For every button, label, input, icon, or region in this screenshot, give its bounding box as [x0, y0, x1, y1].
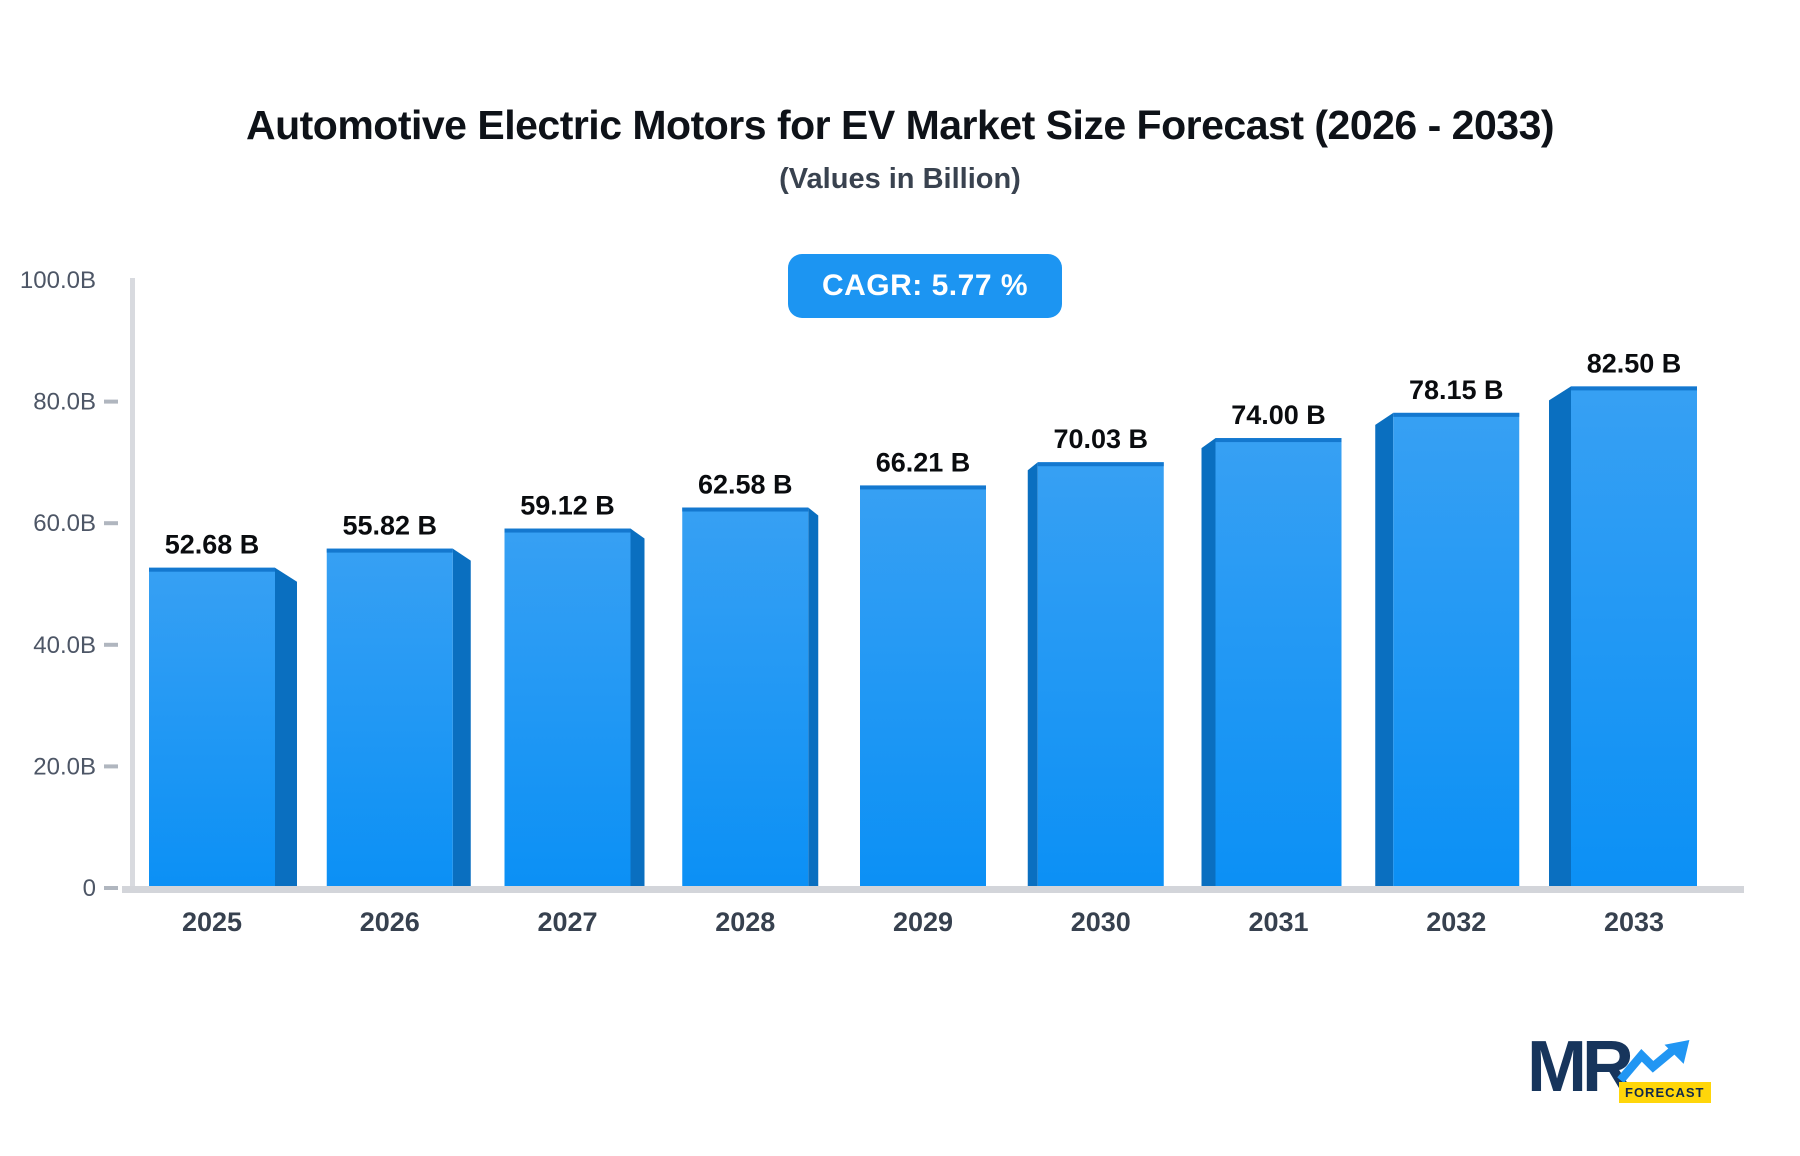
- bar-value-label: 52.68 B: [165, 530, 260, 560]
- y-axis-tick-label: 100.0B: [20, 267, 96, 294]
- bar-side-face: [275, 567, 297, 889]
- cagr-badge: CAGR: 5.77 %: [788, 254, 1062, 318]
- logo-trend-arrow-icon: [1617, 1040, 1690, 1083]
- x-axis-label: 2026: [360, 907, 420, 937]
- x-axis-label: 2033: [1604, 907, 1664, 937]
- bar-top-edge: [1393, 412, 1520, 417]
- y-axis-tick-label: 20.0B: [33, 753, 96, 780]
- bar-value-label: 78.15 B: [1409, 375, 1504, 405]
- bar-value-label: 55.82 B: [342, 511, 437, 541]
- chart-title: Automotive Electric Motors for EV Market…: [245, 102, 1555, 148]
- bar-top-edge: [149, 567, 275, 572]
- bar-top-edge: [326, 548, 453, 553]
- bar-top-edge: [1037, 462, 1164, 467]
- x-axis-label: 2032: [1426, 907, 1486, 937]
- bar-side-face: [1375, 412, 1394, 889]
- bar-side-face: [808, 507, 819, 889]
- bar-2031: [1215, 438, 1342, 889]
- bar-top-edge: [1215, 438, 1342, 443]
- bar-2033: [1571, 386, 1697, 889]
- bar-2026: [326, 548, 453, 889]
- logo-wordmark: MR: [1527, 1027, 1634, 1107]
- bar-top-edge: [1571, 386, 1697, 391]
- chart-subtitle: (Values in Billion): [779, 163, 1021, 195]
- y-axis-tick-label: 80.0B: [33, 389, 96, 416]
- x-axis-label: 2025: [182, 907, 242, 937]
- cagr-badge-label: CAGR: 5.77 %: [821, 269, 1029, 302]
- bar-value-label: 62.58 B: [698, 470, 793, 500]
- y-axis-tick-label: 60.0B: [33, 510, 96, 537]
- y-axis-line: [130, 278, 135, 891]
- bar-side-face: [1549, 386, 1571, 889]
- x-axis-label: 2028: [715, 907, 775, 937]
- y-axis-tick-label: 0: [83, 875, 96, 902]
- x-axis-label: 2031: [1248, 907, 1308, 937]
- bar-2027: [504, 528, 631, 889]
- bar-value-label: 70.03 B: [1053, 424, 1148, 454]
- bar-side-face: [630, 528, 645, 889]
- brand-logo: MR FORECAST: [1527, 1027, 1712, 1108]
- x-axis-label: 2030: [1071, 907, 1131, 937]
- x-axis-label: 2029: [893, 907, 953, 937]
- bar-2030: [1037, 462, 1164, 889]
- x-axis-label: 2027: [537, 907, 597, 937]
- bar-2032: [1393, 412, 1520, 889]
- bar-2025: [149, 567, 275, 889]
- bar-side-face: [1027, 462, 1038, 889]
- bar-top-edge: [860, 485, 986, 490]
- bar-side-face: [452, 548, 471, 889]
- bar-top-edge: [504, 528, 631, 533]
- bar-2028: [682, 507, 809, 889]
- x-axis-line: [122, 886, 1744, 893]
- bar-top-edge: [682, 507, 809, 512]
- bar-side-face: [1201, 438, 1216, 889]
- bar-value-label: 66.21 B: [876, 447, 971, 477]
- bar-2029: [860, 485, 986, 889]
- y-axis-tick-label: 40.0B: [33, 632, 96, 659]
- logo-forecast-tag: FORECAST: [1619, 1082, 1711, 1103]
- bar-value-label: 82.50 B: [1587, 348, 1682, 378]
- bar-value-label: 59.12 B: [520, 491, 615, 521]
- bar-value-label: 74.00 B: [1231, 400, 1326, 430]
